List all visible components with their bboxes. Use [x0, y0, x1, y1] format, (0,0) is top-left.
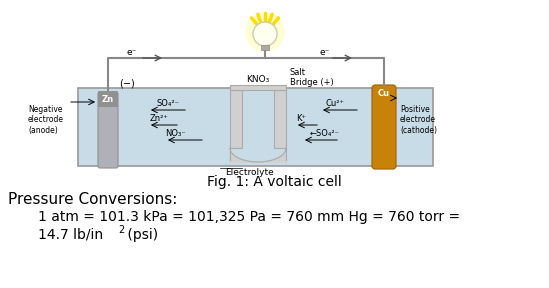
Text: 1 atm = 101.3 kPa = 101,325 Pa = 760 mm Hg = 760 torr =: 1 atm = 101.3 kPa = 101,325 Pa = 760 mm … [38, 210, 460, 224]
Text: KNO₃: KNO₃ [247, 75, 270, 84]
Bar [261, 45, 269, 50]
Text: NO₃⁻: NO₃⁻ [165, 129, 186, 138]
Text: K⁺: K⁺ [296, 114, 306, 123]
Text: e⁻: e⁻ [127, 48, 137, 57]
Text: Cu: Cu [378, 88, 390, 98]
Text: SO₄²⁻: SO₄²⁻ [156, 99, 180, 108]
Text: Pressure Conversions:: Pressure Conversions: [8, 192, 177, 207]
Text: (psi): (psi) [123, 228, 158, 242]
Bar [230, 85, 286, 90]
Text: (−): (−) [119, 78, 135, 88]
Bar [230, 90, 242, 148]
Bar [274, 90, 286, 148]
Text: Cu²⁺: Cu²⁺ [325, 99, 344, 108]
Text: Salt
Bridge (+): Salt Bridge (+) [290, 68, 334, 87]
Text: Fig. 1: A voltaic cell: Fig. 1: A voltaic cell [206, 175, 341, 189]
Text: Negative
electrode
(anode): Negative electrode (anode) [28, 105, 64, 135]
Text: Zn: Zn [102, 94, 114, 103]
Bar [78, 88, 433, 166]
Text: Electrolyte: Electrolyte [226, 168, 274, 177]
Text: e⁻: e⁻ [320, 48, 330, 57]
Circle shape [245, 12, 285, 52]
Text: Positive
electrode
(cathode): Positive electrode (cathode) [400, 105, 437, 135]
Text: ←SO₄²⁻: ←SO₄²⁻ [310, 129, 340, 138]
Text: Zn²⁺: Zn²⁺ [150, 114, 169, 123]
FancyBboxPatch shape [98, 92, 118, 168]
Text: 2: 2 [118, 225, 124, 235]
FancyBboxPatch shape [98, 91, 118, 107]
FancyBboxPatch shape [372, 85, 396, 169]
Polygon shape [230, 148, 286, 162]
Text: 14.7 lb/in: 14.7 lb/in [38, 228, 103, 242]
Circle shape [253, 22, 277, 46]
